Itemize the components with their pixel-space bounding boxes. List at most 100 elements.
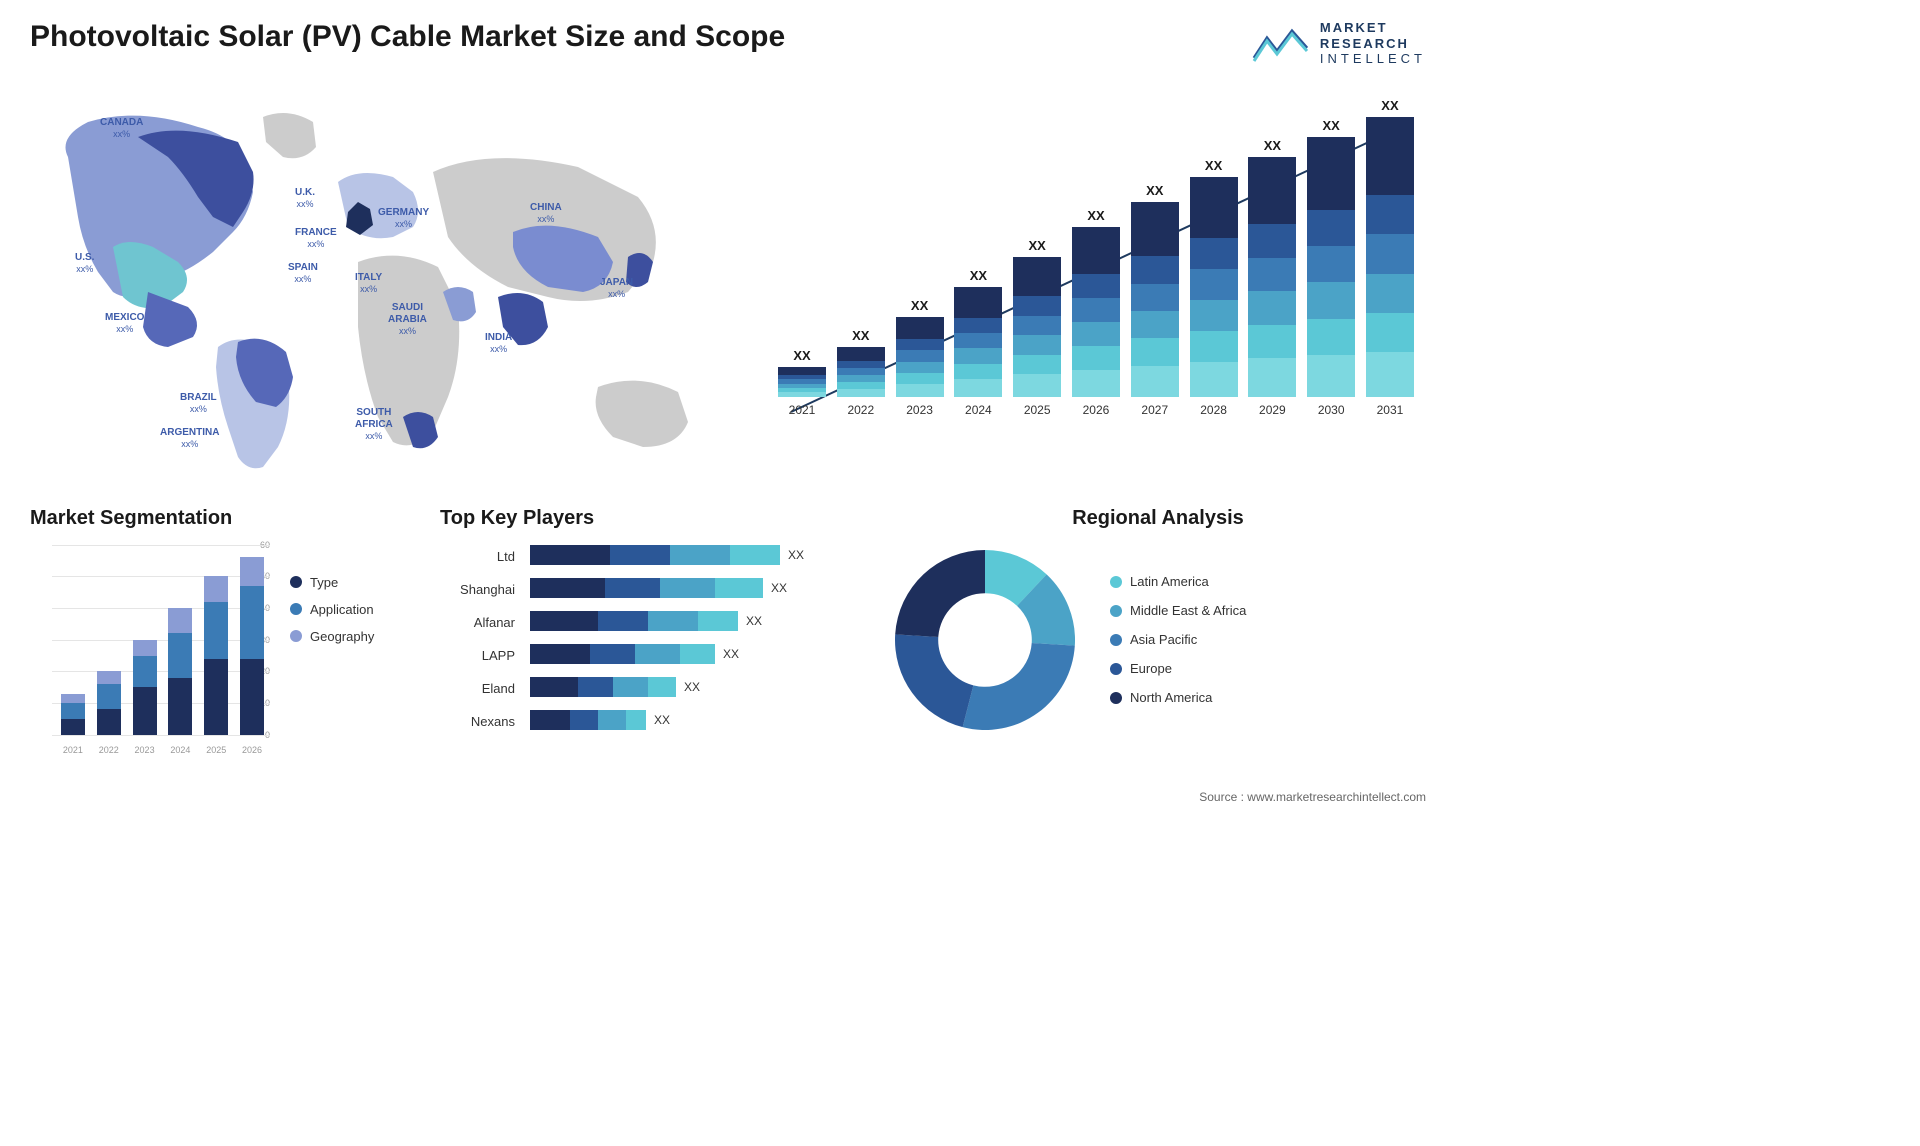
growth-year-label: 2025	[1024, 403, 1051, 417]
growth-bar: XX 2029	[1246, 138, 1298, 417]
growth-bar: XX 2024	[952, 268, 1004, 417]
growth-bar-value: XX	[1205, 158, 1222, 173]
legend-item: Latin America	[1110, 574, 1246, 589]
legend-item: Asia Pacific	[1110, 632, 1246, 647]
legend-item: Application	[290, 602, 374, 617]
legend-item: Geography	[290, 629, 374, 644]
map-label: CHINAxx%	[530, 202, 562, 226]
player-label: Nexans	[440, 712, 515, 732]
seg-bar	[168, 608, 192, 735]
players-chart: Ltd Shanghai Alfanar LAPP Eland Nexans XX XX XX…	[440, 545, 860, 732]
map-label: U.S.xx%	[75, 252, 94, 276]
player-label: LAPP	[440, 646, 515, 666]
growth-bar: XX 2021	[776, 348, 828, 417]
player-label: Shanghai	[440, 580, 515, 600]
player-value: XX	[654, 713, 670, 727]
growth-bar-value: XX	[1323, 118, 1340, 133]
regional-chart: Latin America Middle East & Africa Asia Pa…	[890, 545, 1426, 735]
growth-bar-value: XX	[911, 298, 928, 313]
player-label: Ltd	[440, 547, 515, 567]
player-bar: XX	[530, 677, 860, 697]
seg-bar	[97, 671, 121, 734]
player-bar: XX	[530, 710, 860, 730]
player-value: XX	[771, 581, 787, 595]
map-label: U.K.xx%	[295, 187, 315, 211]
player-value: XX	[788, 548, 804, 562]
map-label: CANADAxx%	[100, 117, 143, 141]
player-bar: XX	[530, 545, 860, 565]
logo: MARKET RESEARCH INTELLECT	[1252, 20, 1426, 67]
page-title: Photovoltaic Solar (PV) Cable Market Siz…	[30, 20, 785, 54]
players-panel: Top Key Players Ltd Shanghai Alfanar LAPP El…	[440, 507, 860, 765]
logo-icon	[1252, 23, 1312, 63]
growth-bar-value: XX	[852, 328, 869, 343]
growth-year-label: 2023	[906, 403, 933, 417]
map-label: FRANCExx%	[295, 227, 337, 251]
growth-year-label: 2024	[965, 403, 992, 417]
segmentation-panel: Market Segmentation 01020304050602021202…	[30, 507, 410, 765]
growth-bar-value: XX	[1087, 208, 1104, 223]
header: Photovoltaic Solar (PV) Cable Market Siz…	[30, 20, 1426, 67]
map-label: MEXICOxx%	[105, 312, 144, 336]
player-label: Alfanar	[440, 613, 515, 633]
growth-year-label: 2027	[1141, 403, 1168, 417]
legend-item: North America	[1110, 690, 1246, 705]
growth-year-label: 2026	[1083, 403, 1110, 417]
growth-chart: XX2021XX2022XX2023XX2024XX2025XX2026XX20…	[766, 97, 1426, 457]
regional-legend: Latin America Middle East & Africa Asia Pa…	[1110, 574, 1246, 705]
growth-bar-value: XX	[1146, 183, 1163, 198]
player-label: Eland	[440, 679, 515, 699]
growth-bar-value: XX	[1029, 238, 1046, 253]
legend-item: Europe	[1110, 661, 1246, 676]
growth-bar: XX 2028	[1188, 158, 1240, 417]
growth-year-label: 2031	[1377, 403, 1404, 417]
segmentation-title: Market Segmentation	[30, 507, 410, 530]
donut-chart	[890, 545, 1080, 735]
top-section: CANADAxx% U.S.xx% MEXICOxx% BRAZILxx% ARGENT…	[30, 97, 1426, 477]
map-label: ARGENTINAxx%	[160, 427, 219, 451]
map-label: GERMANYxx%	[378, 207, 429, 231]
growth-year-label: 2028	[1200, 403, 1227, 417]
seg-bar	[204, 576, 228, 734]
growth-year-label: 2022	[847, 403, 874, 417]
growth-bar: XX 2022	[835, 328, 887, 417]
player-value: XX	[684, 680, 700, 694]
player-bar: XX	[530, 578, 860, 598]
map-label: SAUDIARABIAxx%	[388, 302, 427, 338]
growth-bar-value: XX	[793, 348, 810, 363]
growth-bar: XX 2026	[1070, 208, 1122, 417]
growth-bar-value: XX	[1264, 138, 1281, 153]
growth-bar: XX 2027	[1129, 183, 1181, 417]
source-text: Source : www.marketresearchintellect.com	[1199, 790, 1426, 804]
growth-bar: XX 2031	[1364, 98, 1416, 417]
legend-item: Middle East & Africa	[1110, 603, 1246, 618]
map-label: BRAZILxx%	[180, 392, 217, 416]
player-value: XX	[723, 647, 739, 661]
map-label: SPAINxx%	[288, 262, 318, 286]
logo-text: MARKET RESEARCH INTELLECT	[1320, 20, 1426, 67]
growth-bar: XX 2025	[1011, 238, 1063, 417]
map-label: INDIAxx%	[485, 332, 512, 356]
seg-bar	[61, 694, 85, 735]
legend-item: Type	[290, 575, 374, 590]
growth-year-label: 2029	[1259, 403, 1286, 417]
map-label: ITALYxx%	[355, 272, 382, 296]
seg-bar	[240, 557, 264, 734]
regional-panel: Regional Analysis Latin America Middle Ea…	[890, 507, 1426, 765]
player-value: XX	[746, 614, 762, 628]
map-label: JAPANxx%	[600, 277, 633, 301]
player-bar: XX	[530, 611, 860, 631]
seg-bar	[133, 640, 157, 735]
growth-year-label: 2021	[789, 403, 816, 417]
players-title: Top Key Players	[440, 507, 860, 530]
regional-title: Regional Analysis	[890, 507, 1426, 530]
world-map: CANADAxx% U.S.xx% MEXICOxx% BRAZILxx% ARGENT…	[30, 97, 726, 477]
growth-bar-value: XX	[970, 268, 987, 283]
bottom-section: Market Segmentation 01020304050602021202…	[30, 507, 1426, 765]
growth-bar: XX2030	[1305, 118, 1357, 417]
growth-bar-value: XX	[1381, 98, 1398, 113]
player-bar: XX	[530, 644, 860, 664]
growth-bar: XX 2023	[894, 298, 946, 417]
segmentation-legend: Type Application Geography	[290, 545, 374, 765]
map-label: SOUTHAFRICAxx%	[355, 407, 393, 443]
